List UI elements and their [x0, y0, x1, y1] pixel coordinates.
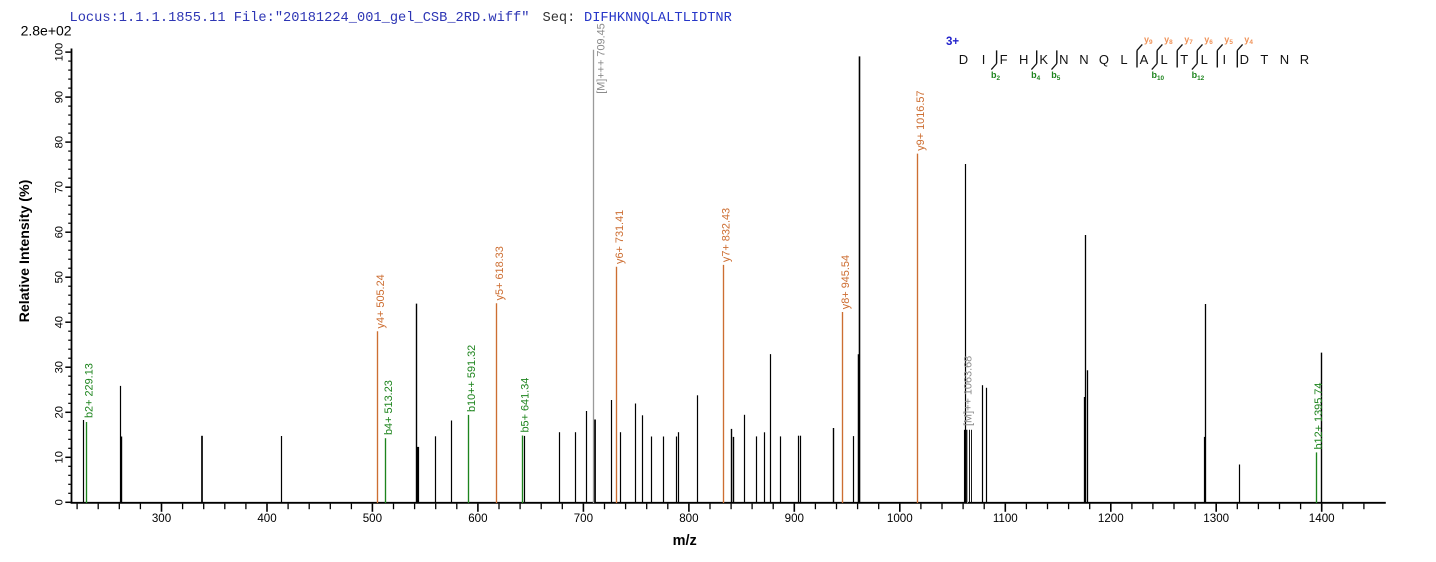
svg-text:50: 50: [54, 271, 66, 283]
svg-text:K: K: [1039, 52, 1048, 67]
svg-text:b5+ 641.34: b5+ 641.34: [519, 378, 531, 433]
svg-text:y9+ 1016.57: y9+ 1016.57: [915, 91, 927, 151]
svg-text:500: 500: [363, 512, 382, 525]
svg-text:80: 80: [54, 136, 66, 148]
svg-text:F: F: [1000, 52, 1008, 67]
svg-text:y6: y6: [1204, 35, 1213, 47]
svg-text:1200: 1200: [1098, 512, 1124, 525]
svg-text:y9: y9: [1144, 35, 1153, 47]
svg-text:20: 20: [54, 406, 66, 418]
svg-text:R: R: [1300, 52, 1309, 67]
svg-text:1400: 1400: [1309, 512, 1335, 525]
svg-text:30: 30: [54, 361, 66, 373]
svg-text:[M]+++ 709.45: [M]+++ 709.45: [596, 23, 608, 94]
svg-text:A: A: [1140, 52, 1149, 67]
svg-text:y5+ 618.33: y5+ 618.33: [494, 246, 506, 300]
svg-text:I: I: [1222, 52, 1226, 67]
svg-text:1000: 1000: [887, 512, 913, 525]
svg-text:3+: 3+: [946, 36, 959, 48]
svg-text:1100: 1100: [993, 512, 1018, 525]
svg-text:b12: b12: [1192, 70, 1205, 82]
svg-text:1300: 1300: [1203, 512, 1229, 525]
svg-text:800: 800: [679, 512, 698, 525]
svg-text:400: 400: [257, 512, 276, 525]
svg-text:Relative Intensity (%): Relative Intensity (%): [17, 179, 33, 322]
svg-text:900: 900: [785, 512, 804, 525]
svg-text:L: L: [1120, 52, 1127, 67]
svg-text:b4: b4: [1031, 70, 1041, 82]
svg-text:y5: y5: [1224, 35, 1233, 47]
svg-text:T: T: [1260, 52, 1268, 67]
svg-text:b4+ 513.23: b4+ 513.23: [383, 380, 395, 435]
svg-text:y4+ 505.24: y4+ 505.24: [375, 274, 387, 328]
svg-text:y8+ 945.54: y8+ 945.54: [840, 255, 852, 309]
svg-text:b2: b2: [991, 70, 1001, 82]
svg-text:y4: y4: [1244, 35, 1253, 47]
svg-text:y6+ 731.41: y6+ 731.41: [614, 210, 626, 264]
svg-text:y7: y7: [1184, 35, 1193, 47]
svg-text:40: 40: [54, 316, 66, 328]
svg-text:D: D: [959, 52, 968, 67]
svg-text:y7+ 832.43: y7+ 832.43: [720, 208, 732, 262]
svg-text:[M]++ 1063.68: [M]++ 1063.68: [962, 356, 974, 426]
svg-text:b10: b10: [1152, 70, 1165, 82]
svg-text:b12+ 1395.74: b12+ 1395.74: [1313, 383, 1325, 450]
svg-text:L: L: [1160, 52, 1167, 67]
svg-text:b2+ 229.13: b2+ 229.13: [84, 363, 96, 418]
svg-text:b10++ 591.32: b10++ 591.32: [466, 345, 478, 412]
svg-text:70: 70: [54, 181, 66, 193]
svg-text:90: 90: [54, 91, 66, 103]
svg-text:300: 300: [152, 512, 171, 525]
svg-text:600: 600: [468, 512, 487, 525]
svg-text:H: H: [1019, 52, 1028, 67]
svg-text:N: N: [1079, 52, 1088, 67]
svg-text:60: 60: [54, 226, 66, 238]
svg-text:0: 0: [54, 499, 66, 505]
svg-text:T: T: [1180, 52, 1188, 67]
svg-text:b5: b5: [1051, 70, 1061, 82]
svg-text:N: N: [1059, 52, 1068, 67]
svg-text:L: L: [1201, 52, 1208, 67]
svg-text:10: 10: [54, 451, 66, 463]
svg-text:y8: y8: [1164, 35, 1173, 47]
svg-text:D: D: [1240, 52, 1249, 67]
svg-text:N: N: [1280, 52, 1289, 67]
svg-text:700: 700: [574, 512, 593, 525]
svg-text:m/z: m/z: [673, 533, 697, 549]
svg-text:2.8e+02: 2.8e+02: [21, 23, 72, 39]
svg-text:Locus:1.1.1.1855.11 File:"2018: Locus:1.1.1.1855.11 File:"20181224_001_g…: [70, 11, 530, 26]
svg-text:Seq:: Seq:: [543, 11, 576, 26]
svg-text:DIFHKNNQLALTLIDTNR: DIFHKNNQLALTLIDTNR: [584, 11, 732, 26]
svg-text:Q: Q: [1099, 52, 1109, 67]
svg-text:I: I: [982, 52, 986, 67]
svg-text:100: 100: [54, 43, 66, 62]
